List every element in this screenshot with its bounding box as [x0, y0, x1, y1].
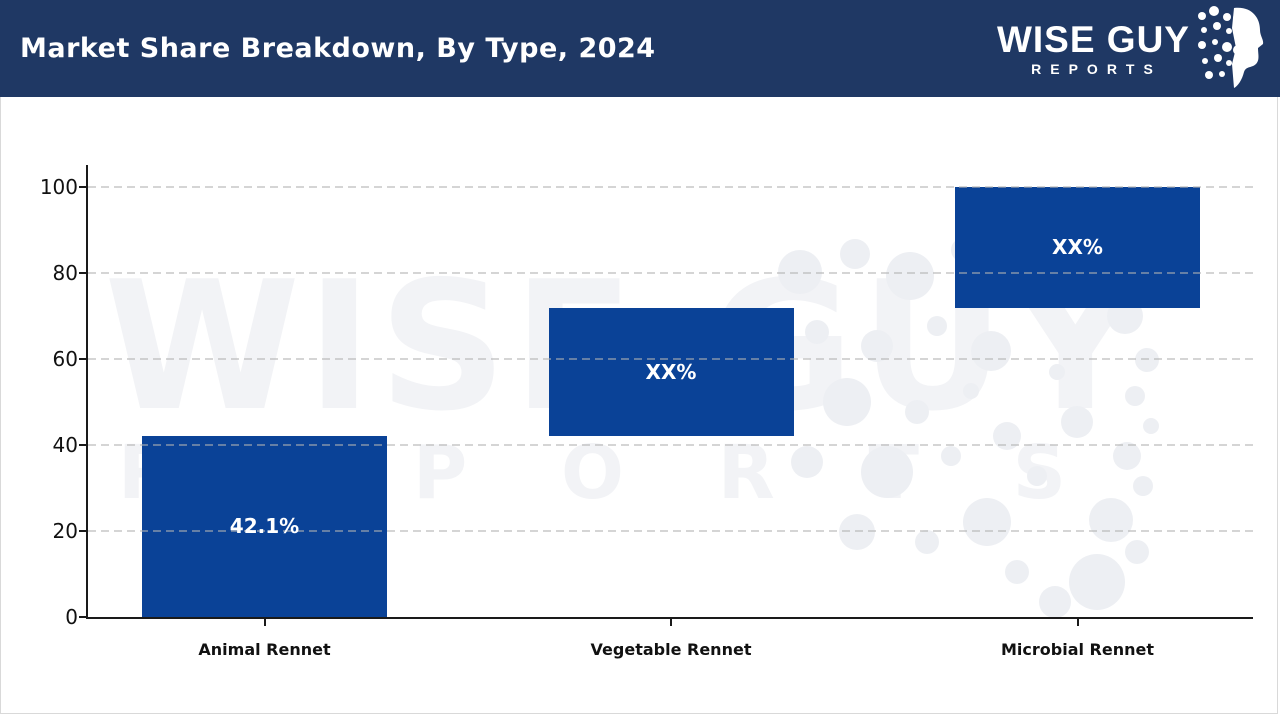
- gridline-100: [88, 186, 1253, 188]
- y-tick-mark: [79, 358, 87, 360]
- gridline-60: [88, 358, 1253, 360]
- bar-animal-rennet: [142, 435, 387, 617]
- gridline-40: [88, 444, 1253, 446]
- y-tick-label: 40: [52, 433, 78, 457]
- gridline-20: [88, 530, 1253, 532]
- brand-logo: WISE GUY REPORTS: [997, 4, 1280, 94]
- y-tick-label: 100: [39, 175, 78, 199]
- y-tick-label: 60: [52, 347, 78, 371]
- x-category-label: Vegetable Rennet: [590, 640, 752, 659]
- y-tick-mark: [79, 186, 87, 188]
- bar-value-label: XX%: [645, 359, 697, 384]
- y-tick-label: 0: [65, 605, 78, 629]
- bar-microbial-rennet: [955, 187, 1200, 308]
- y-tick-mark: [79, 616, 87, 618]
- y-axis-spine: [86, 165, 88, 619]
- y-tick-label: 20: [52, 519, 78, 543]
- x-category-label: Microbial Rennet: [1000, 640, 1155, 659]
- y-tick-mark: [79, 444, 87, 446]
- header-bar: Market Share Breakdown, By Type, 2024 WI…: [0, 0, 1280, 97]
- y-tick-mark: [79, 272, 87, 274]
- brand-name: WISE GUY: [996, 19, 1190, 60]
- x-tick-mark: [1076, 618, 1079, 626]
- bar-vegetable-rennet: [548, 307, 794, 436]
- y-tick-label: 80: [52, 261, 78, 285]
- page-title: Market Share Breakdown, By Type, 2024: [20, 33, 656, 64]
- x-tick-mark: [263, 618, 266, 626]
- brand-face-icon: [1194, 4, 1266, 94]
- bar-value-label: XX%: [1052, 235, 1103, 260]
- brand-subtitle: REPORTS: [1031, 61, 1162, 77]
- gridline-80: [88, 272, 1253, 274]
- x-tick-mark: [670, 618, 672, 626]
- x-axis-spine: [86, 617, 1253, 619]
- y-tick-mark: [79, 530, 87, 532]
- bar-value-label: 42.1%: [229, 514, 300, 539]
- x-category-label: Animal Rennet: [198, 640, 331, 659]
- brand-wordmark: WISE GUY REPORTS: [997, 21, 1190, 76]
